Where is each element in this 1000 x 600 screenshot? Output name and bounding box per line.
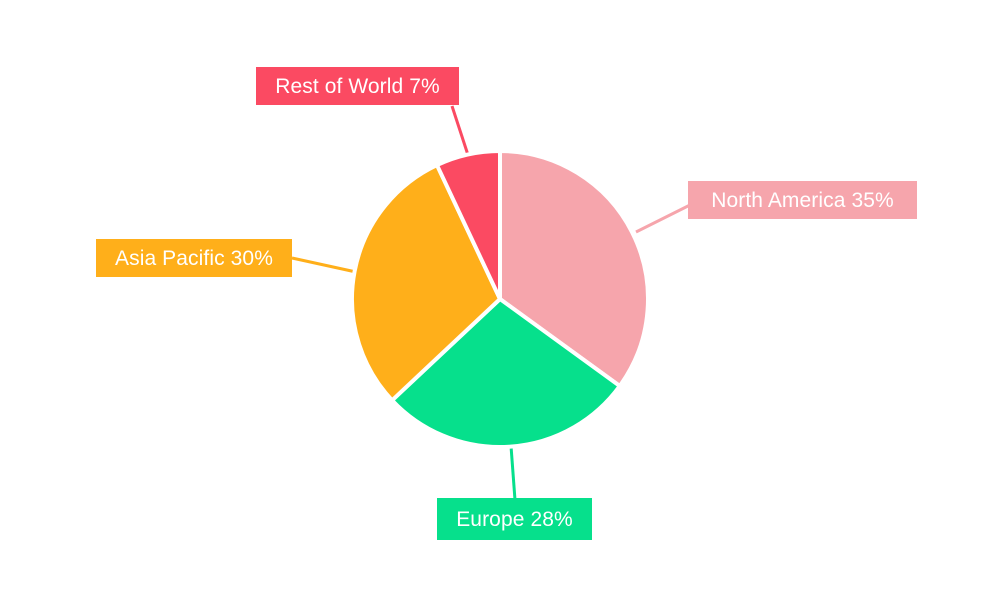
leader-line-asia-pacific [291, 256, 357, 274]
leader-line-europe [509, 445, 517, 501]
pie-label-asia-pacific[interactable]: Asia Pacific 30% [96, 239, 292, 277]
pie-label-europe-text: Europe 28% [456, 507, 573, 531]
leader-line-north-america [635, 203, 691, 234]
pie-slice-europe[interactable] [390, 297, 622, 449]
pie-label-rest-of-world[interactable]: Rest of World 7% [256, 67, 459, 105]
leader-lines-group [291, 105, 691, 501]
leader-line-rest-of-world [450, 105, 470, 156]
pie-label-north-america[interactable]: North America 35% [688, 181, 917, 219]
pie-label-north-america-text: North America 35% [711, 188, 894, 212]
pie-label-rest-of-world-text: Rest of World 7% [275, 74, 440, 98]
pie-slices-group [350, 149, 650, 449]
pie-label-europe[interactable]: Europe 28% [437, 498, 592, 540]
pie-slice-north-america[interactable] [498, 149, 650, 388]
pie-slice-rest-of-world[interactable] [434, 149, 502, 301]
pie-label-asia-pacific-text: Asia Pacific 30% [114, 246, 273, 270]
